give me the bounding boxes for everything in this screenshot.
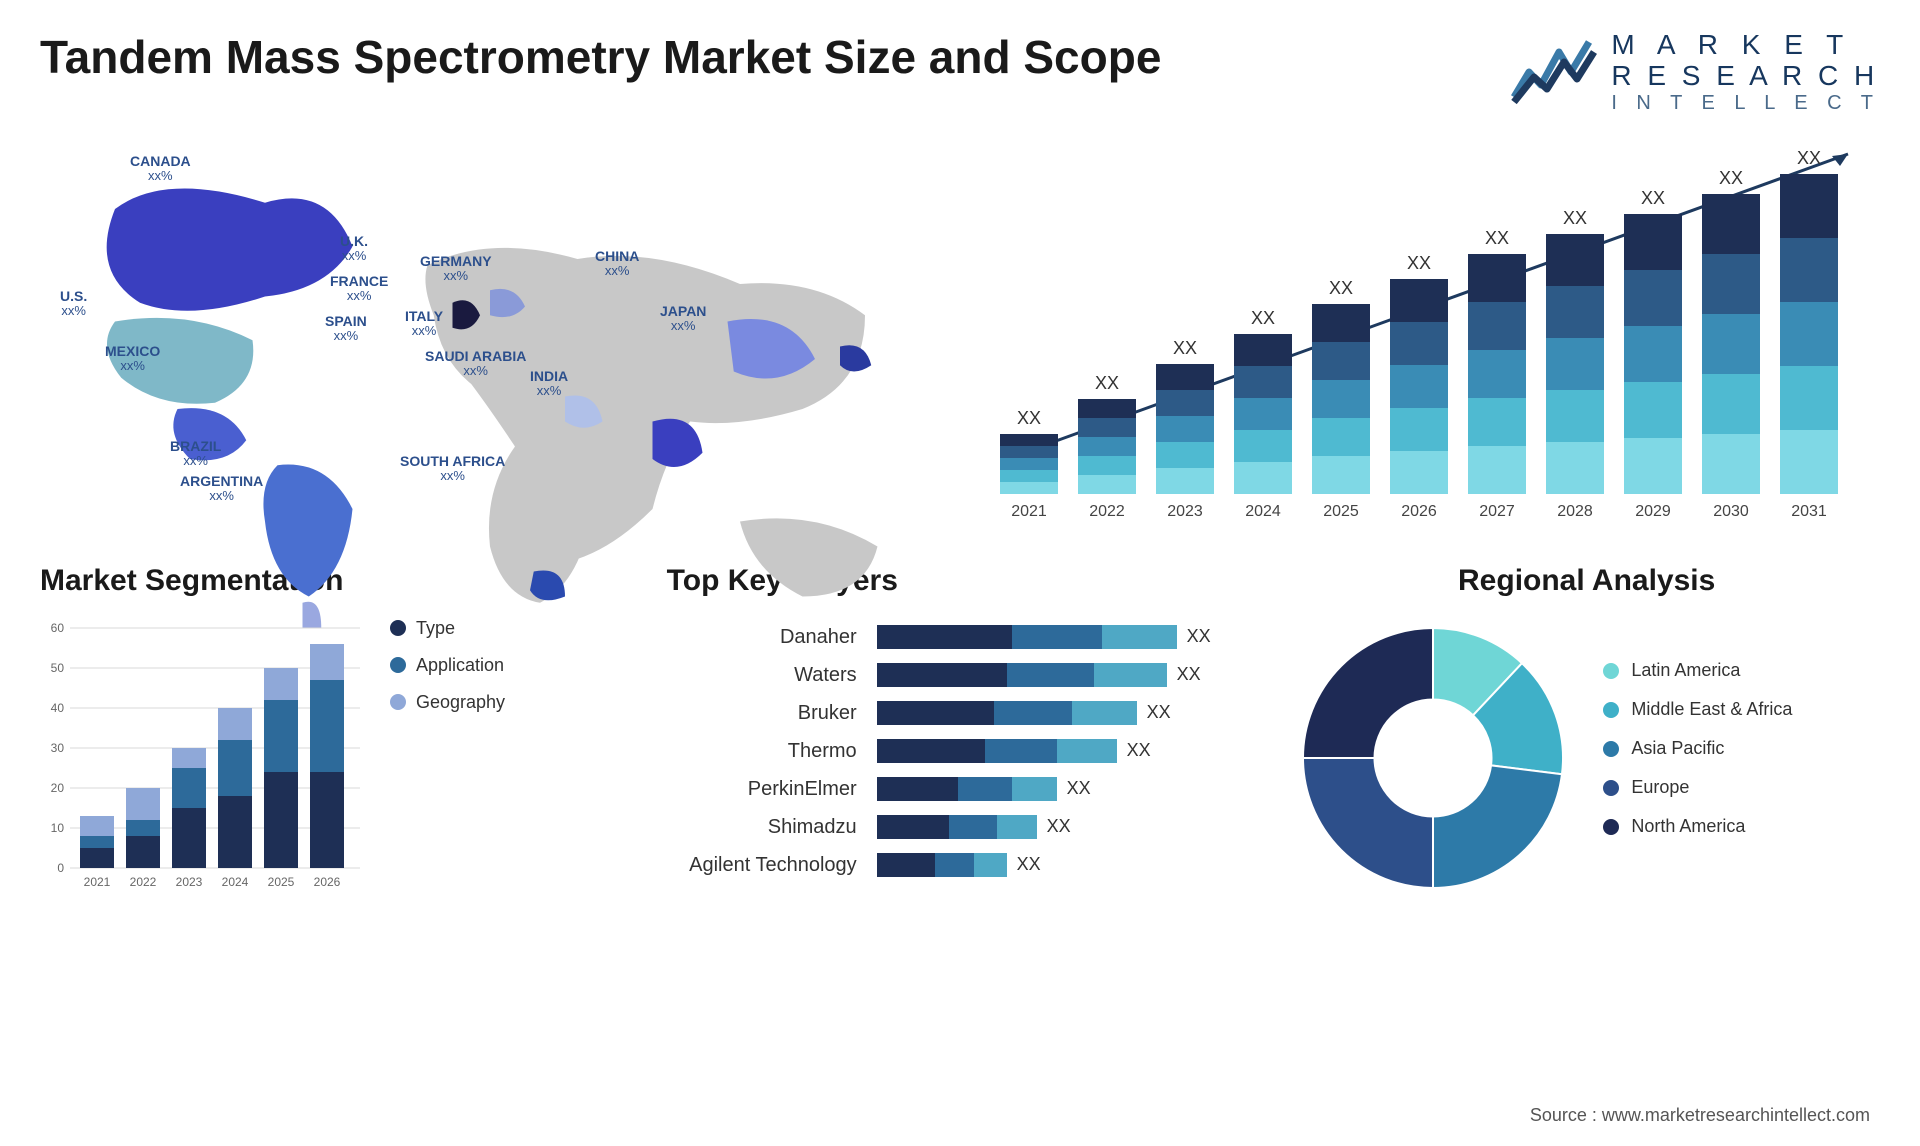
player-bar-row: XX [877,694,1254,732]
donut-svg [1293,618,1573,898]
svg-text:2031: 2031 [1791,503,1827,520]
brand-logo: M A R K E T R E S E A R C H I N T E L L … [1509,30,1880,114]
players-bars: XXXXXXXXXXXXXX [877,618,1254,884]
svg-text:2021: 2021 [1011,503,1047,520]
map-label-france: FRANCExx% [330,274,388,304]
players-labels: DanaherWatersBrukerThermoPerkinElmerShim… [667,618,857,884]
top-row: CANADAxx% U.S.xx% MEXICOxx% BRAZILxx% ARGENT… [40,134,1880,534]
player-bar-row: XX [877,846,1254,884]
svg-text:2026: 2026 [1401,503,1437,520]
svg-text:2023: 2023 [1167,503,1203,520]
region-legend-item: Asia Pacific [1603,738,1792,759]
region-legend-item: Europe [1603,777,1792,798]
svg-text:XX: XX [1797,148,1821,168]
player-bar-row: XX [877,770,1254,808]
svg-text:2026: 2026 [314,875,341,889]
svg-text:10: 10 [51,821,65,835]
map-label-spain: SPAINxx% [325,314,367,344]
regional-legend: Latin America Middle East & Africa Asia Pa… [1603,660,1792,855]
seg-legend-geography: Geography [390,692,505,713]
map-label-china: CHINAxx% [595,249,639,279]
svg-text:XX: XX [1095,373,1119,393]
svg-text:2024: 2024 [222,875,249,889]
segmentation-legend: TypeApplicationGeography [390,618,505,729]
svg-text:2025: 2025 [268,875,295,889]
player-label: Shimadzu [667,808,857,846]
world-map-svg [40,134,940,634]
svg-text:2029: 2029 [1635,503,1671,520]
logo-line3: I N T E L L E C T [1611,92,1880,114]
svg-text:XX: XX [1407,253,1431,273]
svg-text:40: 40 [51,701,65,715]
regional-title: Regional Analysis [1293,564,1880,598]
seg-legend-application: Application [390,655,505,676]
map-label-germany: GERMANYxx% [420,254,492,284]
svg-text:60: 60 [51,621,65,635]
map-label-saudiarabia: SAUDI ARABIAxx% [425,349,526,379]
source-label: Source : www.marketresearchintellect.com [1530,1105,1870,1126]
region-legend-item: Latin America [1603,660,1792,681]
page-title: Tandem Mass Spectrometry Market Size and… [40,30,1161,84]
svg-text:2030: 2030 [1713,503,1749,520]
map-label-japan: JAPANxx% [660,304,706,334]
map-label-argentina: ARGENTINAxx% [180,474,263,504]
svg-text:2022: 2022 [1089,503,1125,520]
svg-text:XX: XX [1251,308,1275,328]
map-label-us: U.S.xx% [60,289,87,319]
svg-text:2025: 2025 [1323,503,1359,520]
forecast-chart: XX 2021 XX 2022 XX 2023 XX 2024 XX 2025 XX 2026 XX 20… [980,134,1880,534]
donut-chart [1293,618,1573,898]
svg-text:0: 0 [57,861,64,875]
player-label: Agilent Technology [667,846,857,884]
map-label-uk: U.K.xx% [340,234,368,264]
forecast-svg: XX 2021 XX 2022 XX 2023 XX 2024 XX 2025 XX 2026 XX 20… [980,134,1880,534]
svg-text:30: 30 [51,741,65,755]
svg-text:20: 20 [51,781,65,795]
region-legend-item: Middle East & Africa [1603,699,1792,720]
map-label-italy: ITALYxx% [405,309,443,339]
player-bar-row: XX [877,732,1254,770]
map-label-brazil: BRAZILxx% [170,439,221,469]
svg-text:XX: XX [1173,338,1197,358]
player-bar-row: XX [877,808,1254,846]
map-label-mexico: MEXICOxx% [105,344,160,374]
region-legend-item: North America [1603,816,1792,837]
svg-text:50: 50 [51,661,65,675]
svg-text:2028: 2028 [1557,503,1593,520]
map-label-canada: CANADAxx% [130,154,191,184]
world-map: CANADAxx% U.S.xx% MEXICOxx% BRAZILxx% ARGENT… [40,134,940,534]
svg-text:2021: 2021 [84,875,111,889]
map-label-india: INDIAxx% [530,369,568,399]
logo-line2: R E S E A R C H [1611,61,1880,92]
logo-line1: M A R K E T [1611,30,1880,61]
logo-icon [1509,37,1599,107]
svg-text:XX: XX [1485,228,1509,248]
svg-text:XX: XX [1719,168,1743,188]
svg-text:XX: XX [1563,208,1587,228]
svg-text:2023: 2023 [176,875,203,889]
player-label: Thermo [667,732,857,770]
svg-text:XX: XX [1641,188,1665,208]
map-label-southafrica: SOUTH AFRICAxx% [400,454,505,484]
segmentation-svg: 0 10 20 30 40 50 60 2021 2022 2023 2024 2025 2026 [40,618,360,898]
regional-panel: Regional Analysis Latin America Middle Ea… [1293,564,1880,898]
player-label: Bruker [667,694,857,732]
player-bar-row: XX [877,656,1254,694]
header: Tandem Mass Spectrometry Market Size and… [40,30,1880,114]
player-label: Waters [667,656,857,694]
svg-text:XX: XX [1329,278,1353,298]
segmentation-chart: 0 10 20 30 40 50 60 2021 2022 2023 2024 2025 2026 [40,618,360,898]
svg-text:XX: XX [1017,408,1041,428]
player-label: PerkinElmer [667,770,857,808]
svg-text:2024: 2024 [1245,503,1281,520]
svg-text:2022: 2022 [130,875,157,889]
player-bar-row: XX [877,618,1254,656]
svg-text:2027: 2027 [1479,503,1515,520]
